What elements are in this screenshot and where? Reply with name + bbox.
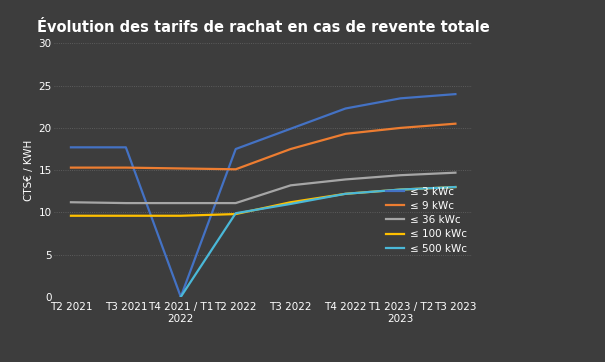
≤ 3 kWc: [287, 127, 294, 131]
≤ 3 kWc: [122, 145, 129, 150]
≤ 100 kWc: [342, 191, 349, 196]
≤ 500 kWc: [342, 191, 349, 196]
Y-axis label: CTS€ / KWH: CTS€ / KWH: [24, 139, 34, 201]
≤ 36 kWc: [397, 173, 404, 177]
≤ 100 kWc: [232, 212, 240, 216]
≤ 9 kWc: [452, 122, 459, 126]
≤ 3 kWc: [232, 147, 240, 151]
Line: ≤ 100 kWc: ≤ 100 kWc: [71, 187, 456, 216]
≤ 500 kWc: [452, 185, 459, 189]
≤ 9 kWc: [232, 167, 240, 172]
≤ 3 kWc: [397, 96, 404, 101]
Title: Évolution des tarifs de rachat en cas de revente totale: Évolution des tarifs de rachat en cas de…: [37, 20, 489, 35]
≤ 36 kWc: [452, 171, 459, 175]
≤ 100 kWc: [287, 200, 294, 205]
≤ 500 kWc: [397, 188, 404, 192]
≤ 9 kWc: [342, 132, 349, 136]
Line: ≤ 36 kWc: ≤ 36 kWc: [71, 173, 456, 203]
≤ 9 kWc: [287, 147, 294, 151]
≤ 100 kWc: [452, 185, 459, 189]
≤ 100 kWc: [177, 214, 185, 218]
≤ 100 kWc: [122, 214, 129, 218]
≤ 36 kWc: [287, 183, 294, 188]
≤ 9 kWc: [397, 126, 404, 130]
≤ 500 kWc: [177, 295, 185, 299]
≤ 3 kWc: [342, 106, 349, 111]
≤ 36 kWc: [232, 201, 240, 205]
≤ 500 kWc: [232, 211, 240, 215]
≤ 36 kWc: [342, 177, 349, 182]
≤ 36 kWc: [122, 201, 129, 205]
≤ 100 kWc: [67, 214, 74, 218]
Line: ≤ 500 kWc: ≤ 500 kWc: [181, 187, 456, 297]
Legend: ≤ 3 kWc, ≤ 9 kWc, ≤ 36 kWc, ≤ 100 kWc, ≤ 500 kWc: ≤ 3 kWc, ≤ 9 kWc, ≤ 36 kWc, ≤ 100 kWc, ≤…: [386, 187, 466, 254]
≤ 9 kWc: [177, 166, 185, 171]
≤ 3 kWc: [67, 145, 74, 150]
Line: ≤ 3 kWc: ≤ 3 kWc: [71, 94, 456, 297]
≤ 36 kWc: [67, 200, 74, 205]
≤ 9 kWc: [67, 165, 74, 170]
Line: ≤ 9 kWc: ≤ 9 kWc: [71, 124, 456, 169]
≤ 36 kWc: [177, 201, 185, 205]
≤ 3 kWc: [177, 295, 185, 299]
≤ 500 kWc: [287, 202, 294, 206]
≤ 3 kWc: [452, 92, 459, 96]
≤ 100 kWc: [397, 188, 404, 192]
≤ 9 kWc: [122, 165, 129, 170]
